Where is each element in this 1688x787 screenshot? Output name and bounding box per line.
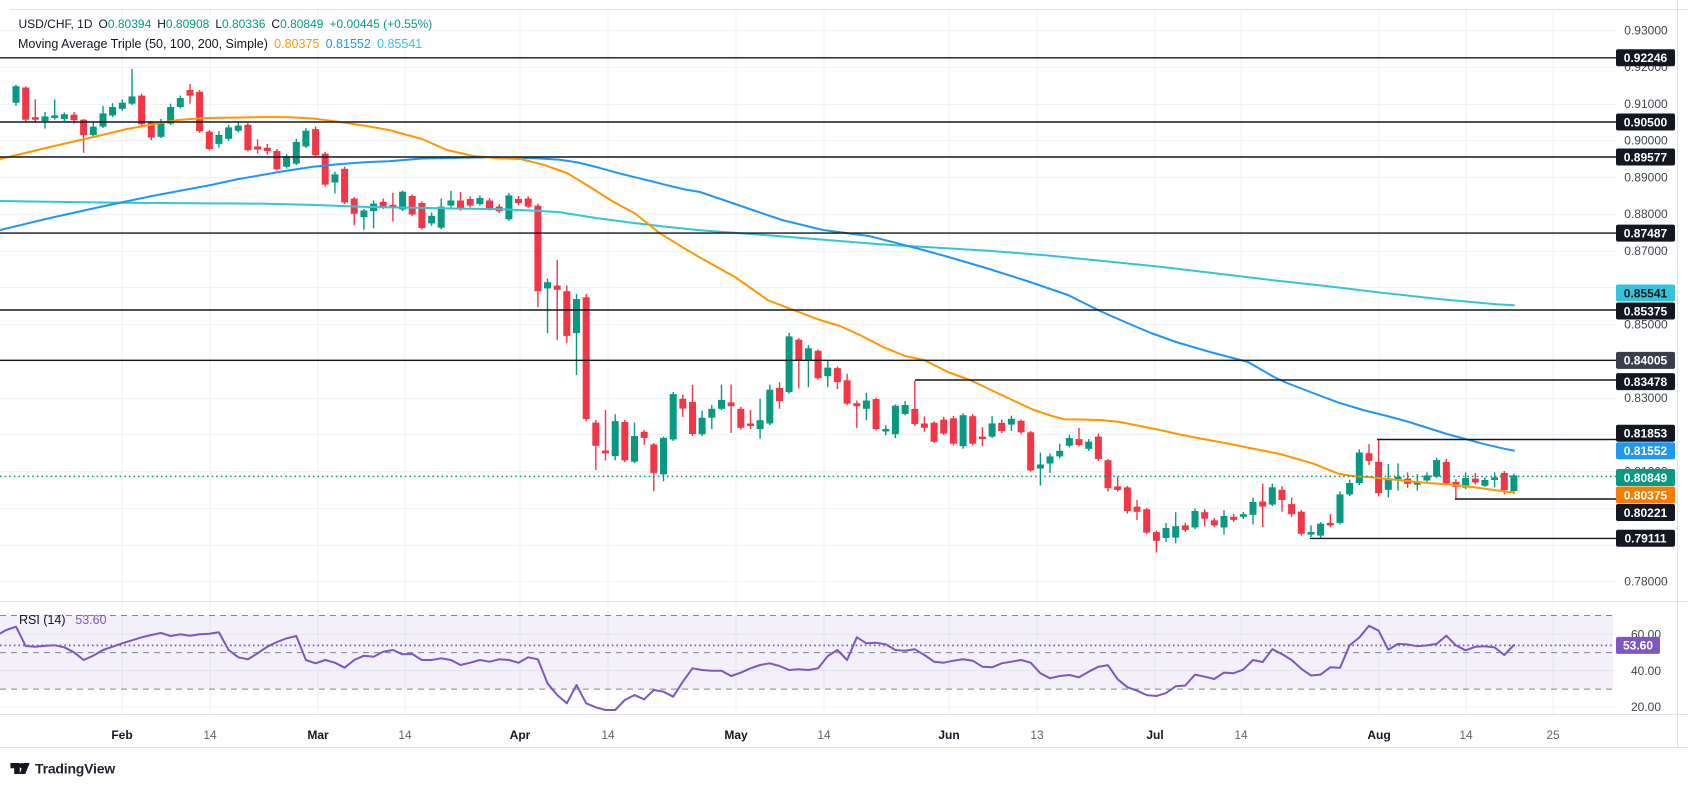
svg-text:0.87487: 0.87487: [1624, 226, 1668, 240]
svg-text:Mar: Mar: [307, 728, 329, 742]
svg-text:0.79111: 0.79111: [1624, 532, 1666, 546]
svg-text:0.91000: 0.91000: [1624, 97, 1668, 111]
svg-text:40.00: 40.00: [1631, 664, 1661, 678]
svg-text:14: 14: [1459, 728, 1473, 742]
svg-text:TradingView: TradingView: [35, 761, 115, 777]
svg-text:0.81853: 0.81853: [1624, 427, 1668, 441]
svg-text:0.78000: 0.78000: [1624, 575, 1668, 589]
svg-text:0.87000: 0.87000: [1624, 244, 1668, 258]
svg-text:Jul: Jul: [1146, 728, 1163, 742]
svg-text:0.80849: 0.80849: [1624, 471, 1668, 485]
svg-text:13: 13: [1030, 728, 1044, 742]
svg-text:0.90000: 0.90000: [1624, 134, 1668, 148]
svg-text:14: 14: [601, 728, 615, 742]
svg-text:14: 14: [817, 728, 831, 742]
svg-text:20.00: 20.00: [1631, 700, 1661, 714]
svg-text:0.80221: 0.80221: [1624, 506, 1668, 520]
svg-text:0.85375: 0.85375: [1624, 304, 1668, 318]
svg-text:0.80375: 0.80375: [1624, 488, 1668, 502]
svg-text:14: 14: [203, 728, 217, 742]
svg-text:Aug: Aug: [1367, 728, 1390, 742]
svg-text:0.81552: 0.81552: [1624, 444, 1668, 458]
svg-text:Jun: Jun: [938, 728, 959, 742]
svg-text:Apr: Apr: [510, 728, 531, 742]
svg-text:0.88000: 0.88000: [1624, 207, 1668, 221]
svg-text:14: 14: [1234, 728, 1248, 742]
svg-text:0.93000: 0.93000: [1624, 23, 1668, 37]
svg-text:Feb: Feb: [111, 728, 132, 742]
svg-text:0.92246: 0.92246: [1624, 51, 1668, 65]
svg-text:0.89577: 0.89577: [1624, 150, 1668, 164]
svg-text:14: 14: [398, 728, 412, 742]
svg-text:0.83000: 0.83000: [1624, 391, 1668, 405]
svg-text:0.85000: 0.85000: [1624, 317, 1668, 331]
svg-text:USD/CHF, 1D O0.80394 H0.80908: USD/CHF, 1D O0.80394 H0.80908 L0.80336 C…: [19, 17, 433, 31]
svg-text:25: 25: [1546, 728, 1560, 742]
svg-text:Moving Average Triple (50, 100: Moving Average Triple (50, 100, 200, Sim…: [18, 37, 422, 51]
svg-text:0.89000: 0.89000: [1624, 170, 1668, 184]
svg-text:0.85541: 0.85541: [1624, 286, 1668, 300]
svg-text:0.90500: 0.90500: [1624, 115, 1668, 129]
svg-text:0.83478: 0.83478: [1624, 375, 1668, 389]
svg-text:RSI (14) 53.60: RSI (14) 53.60: [19, 613, 107, 627]
svg-text:May: May: [724, 728, 748, 742]
svg-text:53.60: 53.60: [1623, 639, 1653, 653]
svg-text:0.84005: 0.84005: [1624, 354, 1668, 368]
